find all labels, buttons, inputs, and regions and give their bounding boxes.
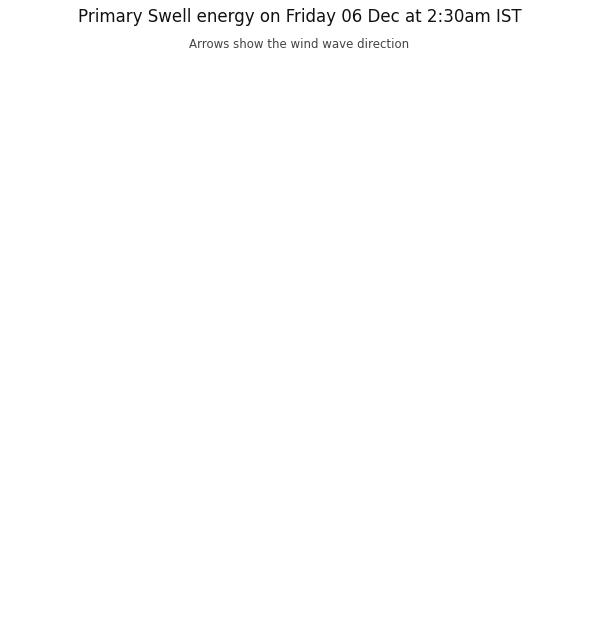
- Text: Primary Swell energy on Friday 06 Dec at 2:30am IST: Primary Swell energy on Friday 06 Dec at…: [78, 8, 521, 26]
- Text: Arrows show the wind wave direction: Arrows show the wind wave direction: [189, 38, 410, 51]
- Text: Requires cartopy: Requires cartopy: [217, 336, 382, 355]
